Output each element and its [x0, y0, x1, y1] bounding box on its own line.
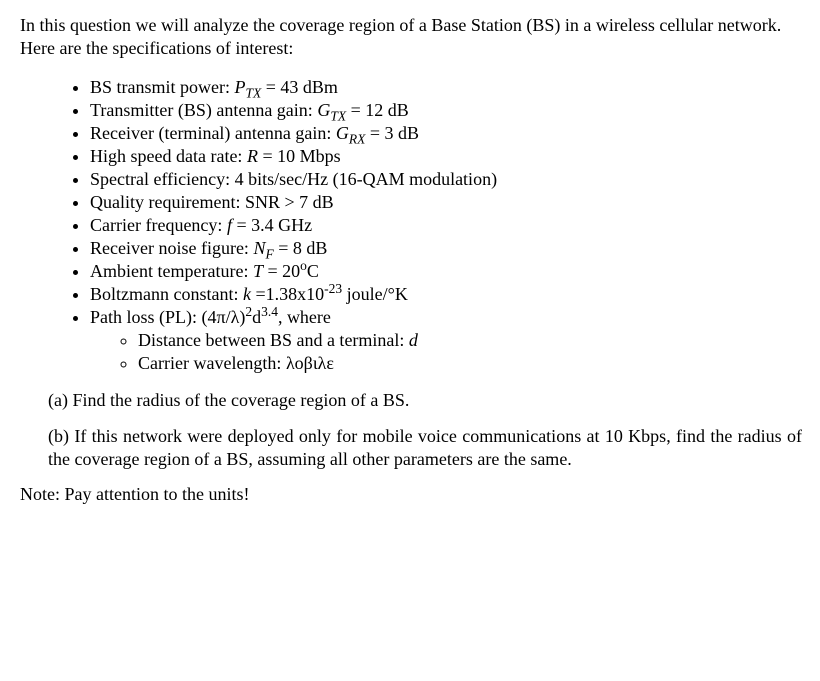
- spec-text: = 8 dB: [274, 238, 328, 258]
- spec-text: Receiver noise figure:: [90, 238, 253, 258]
- intro-text: In this question we will analyze the cov…: [20, 14, 802, 60]
- spec-text: = 20: [263, 261, 300, 281]
- spec-text: joule/°K: [342, 284, 408, 304]
- spec-text: Path loss (PL): (4π/λ): [90, 307, 245, 327]
- spec-symbol: P: [235, 77, 246, 97]
- spec-text: Spectral efficiency: 4 bits/sec/Hz (16-Q…: [90, 169, 497, 189]
- spec-symbol: N: [253, 238, 265, 258]
- spec-symbol: G: [336, 123, 349, 143]
- spec-item: Spectral efficiency: 4 bits/sec/Hz (16-Q…: [90, 168, 802, 191]
- sub-list: Distance between BS and a terminal: d Ca…: [90, 329, 802, 375]
- spec-symbol: d: [409, 330, 418, 350]
- question-b: (b) If this network were deployed only f…: [48, 425, 802, 471]
- spec-symbol: k: [243, 284, 251, 304]
- spec-item: Ambient temperature: T = 20oC: [90, 260, 802, 283]
- spec-text: C: [307, 261, 319, 281]
- spec-item: BS transmit power: PTX = 43 dBm: [90, 76, 802, 99]
- spec-text: Carrier frequency:: [90, 215, 227, 235]
- spec-sup: 3.4: [261, 304, 278, 319]
- spec-symbol: R: [247, 146, 258, 166]
- spec-list: BS transmit power: PTX = 43 dBm Transmit…: [20, 76, 802, 375]
- spec-item: Boltzmann constant: k =1.38x10-23 joule/…: [90, 283, 802, 306]
- spec-text: d: [252, 307, 261, 327]
- spec-symbol: G: [317, 100, 330, 120]
- spec-text: Receiver (terminal) antenna gain:: [90, 123, 336, 143]
- spec-text: =1.38x10: [251, 284, 324, 304]
- spec-text: Ambient temperature:: [90, 261, 253, 281]
- sub-item: Carrier wavelength: λοβιλε: [138, 352, 802, 375]
- spec-sub: RX: [349, 132, 366, 147]
- spec-item: Receiver noise figure: NF = 8 dB: [90, 237, 802, 260]
- spec-text: Quality requirement: SNR > 7 dB: [90, 192, 334, 212]
- spec-text: Distance between BS and a terminal:: [138, 330, 409, 350]
- spec-text: = 3 dB: [365, 123, 419, 143]
- spec-text: Transmitter (BS) antenna gain:: [90, 100, 317, 120]
- spec-item: Quality requirement: SNR > 7 dB: [90, 191, 802, 214]
- spec-text: = 43 dBm: [261, 77, 338, 97]
- spec-item: Receiver (terminal) antenna gain: GRX = …: [90, 122, 802, 145]
- spec-item: Carrier frequency: f = 3.4 GHz: [90, 214, 802, 237]
- spec-text: Carrier wavelength: λοβιλε: [138, 353, 334, 373]
- spec-text: Boltzmann constant:: [90, 284, 243, 304]
- spec-item: High speed data rate: R = 10 Mbps: [90, 145, 802, 168]
- spec-item: Transmitter (BS) antenna gain: GTX = 12 …: [90, 99, 802, 122]
- question-page: In this question we will analyze the cov…: [0, 0, 820, 520]
- spec-text: = 10 Mbps: [258, 146, 341, 166]
- spec-text: High speed data rate:: [90, 146, 247, 166]
- question-a: (a) Find the radius of the coverage regi…: [48, 389, 802, 412]
- spec-text: = 12 dB: [346, 100, 409, 120]
- spec-sup: o: [300, 258, 307, 273]
- spec-text: , where: [278, 307, 331, 327]
- spec-symbol: T: [253, 261, 263, 281]
- spec-sup: -23: [324, 281, 342, 296]
- spec-item: Path loss (PL): (4π/λ)2d3.4, where Dista…: [90, 306, 802, 375]
- spec-text: BS transmit power:: [90, 77, 235, 97]
- spec-text: = 3.4 GHz: [232, 215, 312, 235]
- note-text: Note: Pay attention to the units!: [20, 483, 802, 506]
- sub-item: Distance between BS and a terminal: d: [138, 329, 802, 352]
